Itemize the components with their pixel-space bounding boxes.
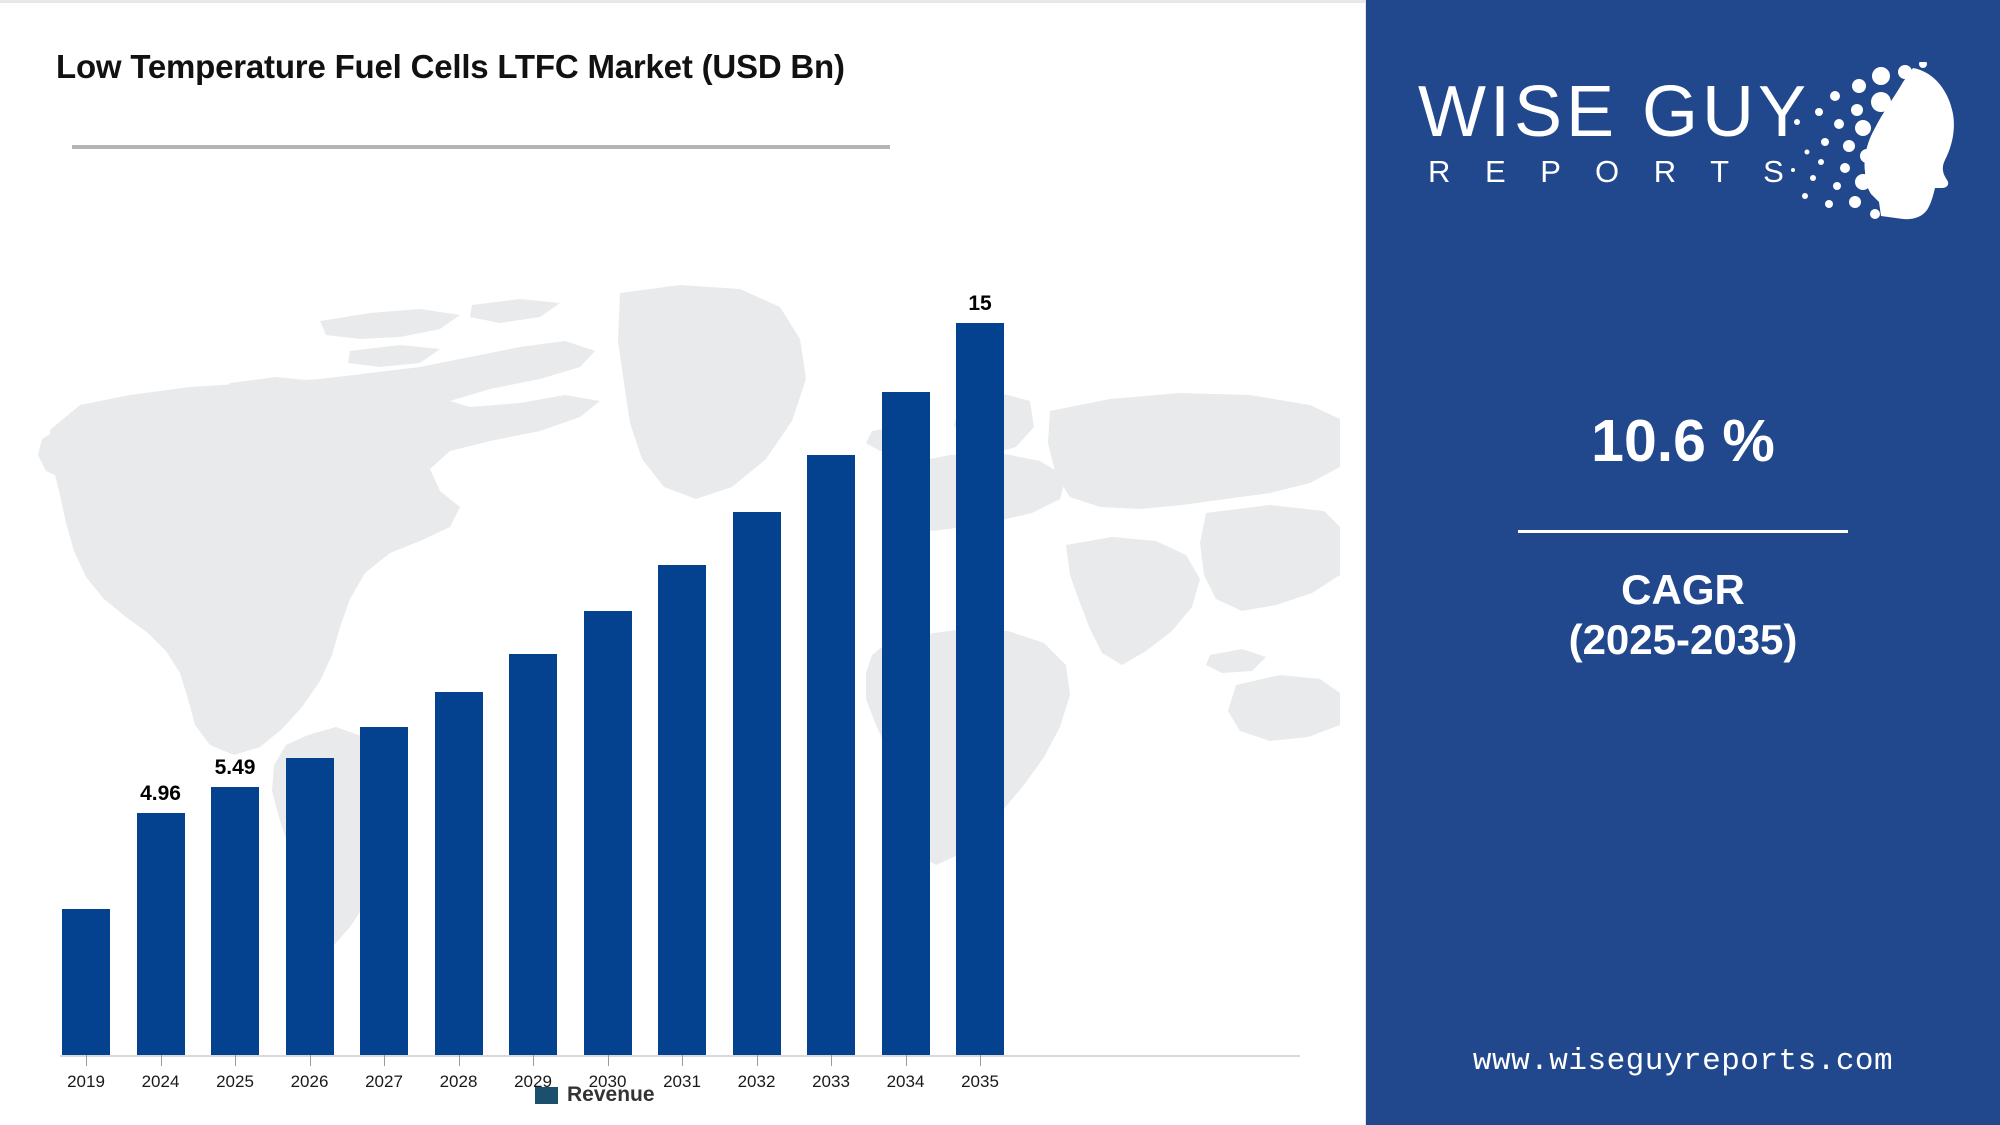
x-tick — [682, 1055, 683, 1066]
bar-group — [651, 235, 713, 1055]
logo-primary-text: WISE GUY — [1418, 72, 1811, 152]
legend-label-revenue: Revenue — [567, 1083, 655, 1106]
cagr-value: 10.6 % — [1591, 408, 1775, 474]
chart-legend: Revenue — [535, 1083, 655, 1107]
x-tick — [160, 1055, 162, 1066]
bar-2028[interactable] — [434, 692, 483, 1055]
x-axis-label-2024: 2024 — [141, 1072, 180, 1091]
bar-2027[interactable] — [360, 727, 408, 1055]
cagr-divider — [1518, 530, 1848, 533]
bar-2031[interactable] — [658, 564, 706, 1055]
x-axis-line — [60, 1055, 1300, 1057]
bar-group: 15 — [949, 235, 1011, 1055]
bar-2019[interactable] — [62, 908, 110, 1055]
x-axis-label-2019: 2019 — [67, 1072, 105, 1091]
bar-2029[interactable] — [509, 653, 557, 1055]
x-axis-label-2029: 2029 — [514, 1072, 552, 1091]
website-url: www.wiseguyreports.com — [1472, 1044, 1894, 1079]
x-tick — [533, 1055, 534, 1066]
bar-group — [353, 235, 415, 1055]
x-axis-label-2025: 2025 — [216, 1072, 254, 1091]
x-tick — [458, 1055, 460, 1066]
bar-2025[interactable] — [211, 787, 259, 1055]
chart-panel: Low Temperature Fuel Cells LTFC Market (… — [0, 0, 1366, 1125]
bar-group: 5.49 — [204, 235, 266, 1055]
bar-group — [428, 235, 490, 1055]
bar-2034[interactable] — [881, 391, 930, 1055]
bar-group: 4.96 — [130, 235, 192, 1055]
bar-group — [502, 235, 564, 1055]
x-tick — [607, 1055, 609, 1066]
bar-value-label: 15 — [968, 292, 992, 315]
x-axis-label-2027: 2027 — [365, 1072, 403, 1091]
bar-2032[interactable] — [732, 512, 781, 1055]
bar-2033[interactable] — [807, 455, 855, 1055]
bar-group — [577, 235, 639, 1055]
x-tick — [905, 1055, 907, 1066]
x-tick — [384, 1055, 385, 1066]
logo-secondary-text: R E P O R T S — [1428, 154, 1797, 189]
brand-panel: WISE GUY R E P O R T S — [1366, 0, 2000, 1125]
bar-group — [726, 235, 788, 1055]
x-axis-label-2033: 2033 — [812, 1072, 850, 1091]
bar-group — [800, 235, 862, 1055]
dotted-head-profile-icon — [1763, 62, 1963, 222]
legend-swatch-revenue — [535, 1086, 558, 1104]
x-axis-label-2035: 2035 — [961, 1072, 999, 1091]
x-axis-label-2031: 2031 — [663, 1072, 701, 1091]
cagr-period: (2025-2035) — [1568, 616, 1798, 663]
bar-2024[interactable] — [136, 812, 185, 1055]
bar-group — [875, 235, 937, 1055]
x-axis-label-2026: 2026 — [290, 1072, 329, 1091]
bar-2026[interactable] — [285, 758, 334, 1055]
page-title: Low Temperature Fuel Cells LTFC Market (… — [56, 48, 845, 85]
bar-value-label: 4.96 — [140, 781, 181, 805]
title-divider — [72, 145, 890, 149]
bar-value-label: 5.49 — [214, 756, 256, 780]
bar-group — [279, 235, 341, 1055]
x-axis-label-2034: 2034 — [886, 1072, 925, 1091]
plot-area: 4.96 5.49 15 2019 2024 2025 2026 2027 2028 2029 2… — [55, 235, 1300, 1091]
x-tick — [831, 1055, 832, 1066]
x-tick — [235, 1055, 236, 1066]
bar-2030[interactable] — [583, 611, 632, 1055]
x-tick — [756, 1055, 758, 1066]
bar-2035[interactable] — [956, 323, 1004, 1055]
wiseguy-logo: WISE GUY R E P O R T S — [1418, 62, 1958, 228]
x-axis-label-2030: 2030 — [588, 1072, 627, 1091]
x-tick — [309, 1055, 311, 1066]
x-tick — [86, 1055, 87, 1066]
cagr-label: CAGR — [1621, 566, 1745, 613]
x-tick — [980, 1055, 981, 1066]
x-axis-label-2032: 2032 — [737, 1072, 776, 1091]
bar-group — [55, 235, 117, 1055]
x-axis-label-2028: 2028 — [439, 1072, 478, 1091]
